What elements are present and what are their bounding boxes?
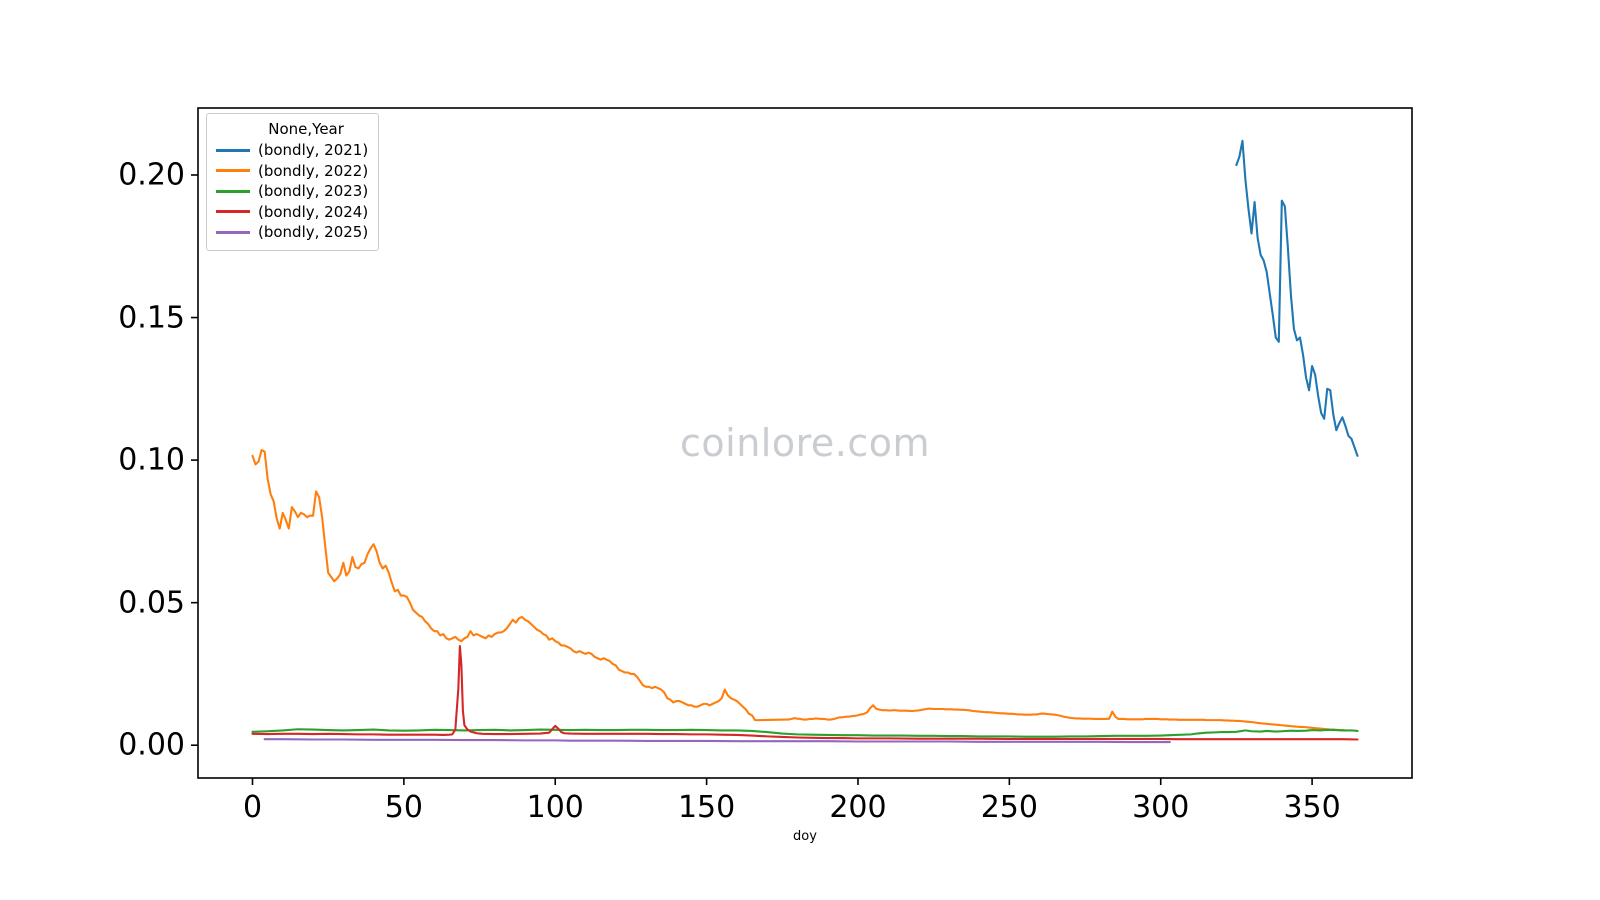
legend-color-swatch: [216, 169, 250, 173]
y-tick-label: 0.15: [118, 300, 185, 336]
y-tick-label: 0.00: [118, 727, 185, 763]
legend-entry[interactable]: (bondly, 2022): [216, 161, 368, 182]
legend-entry[interactable]: (bondly, 2024): [216, 202, 368, 223]
chart-legend[interactable]: None,Year (bondly, 2021) (bondly, 2022) (b…: [206, 113, 380, 251]
legend-color-swatch: [216, 230, 250, 234]
y-tick-label: 0.05: [118, 585, 185, 621]
legend-color-swatch: [216, 189, 250, 193]
legend-entry-label: (bondly, 2025): [258, 223, 369, 242]
x-tick-label: 350: [1283, 790, 1341, 825]
plot-background: [198, 108, 1412, 778]
legend-entry-label: (bondly, 2024): [258, 202, 369, 221]
legend-title: None,Year: [268, 120, 344, 138]
data-series-group: [251, 139, 1359, 744]
series-line: [251, 728, 1359, 738]
legend-color-swatch: [216, 148, 250, 152]
legend-entries: (bondly, 2021) (bondly, 2022) (bondly, 202…: [216, 140, 368, 243]
y-tick-label: 0.10: [118, 442, 185, 478]
legend-entry-label: (bondly, 2021): [258, 141, 369, 160]
x-tick-label: 300: [1132, 790, 1190, 825]
series-line: [251, 449, 1347, 732]
axis-ticks: [191, 174, 1313, 785]
x-tick-label: 200: [829, 790, 887, 825]
series-line: [1235, 139, 1359, 457]
y-tick-label: 0.20: [118, 157, 185, 193]
series-line: [251, 644, 1359, 741]
x-tick-label: 0: [242, 790, 263, 825]
legend-entry-label: (bondly, 2022): [258, 161, 369, 180]
x-tick-label: 50: [384, 790, 423, 825]
series-line: [263, 738, 1171, 744]
watermark-text: coinlore.com: [680, 421, 930, 465]
x-tick-label: 150: [677, 790, 736, 825]
legend-color-swatch: [216, 210, 250, 214]
legend-entry[interactable]: (bondly, 2025): [216, 222, 368, 243]
legend-entry[interactable]: (bondly, 2023): [216, 181, 368, 202]
plot-border: [197, 107, 1413, 779]
legend-entry[interactable]: (bondly, 2021): [216, 140, 368, 161]
x-tick-label: 100: [526, 790, 584, 825]
x-axis-title: doy: [793, 829, 817, 844]
legend-entry-label: (bondly, 2023): [258, 182, 369, 201]
x-tick-label: 250: [980, 790, 1038, 825]
